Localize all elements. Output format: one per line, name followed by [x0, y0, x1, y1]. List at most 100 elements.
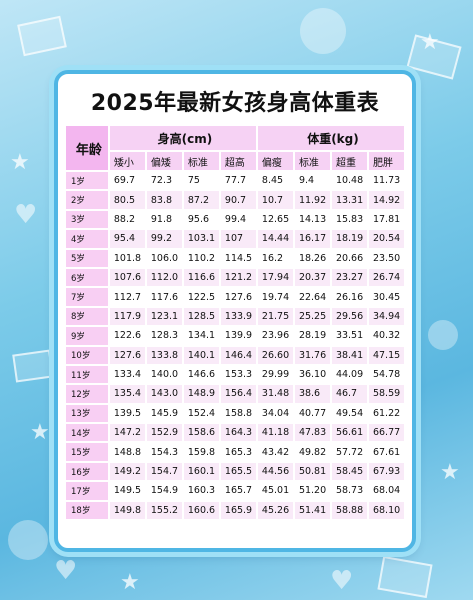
weight-cell: 49.54 — [331, 404, 367, 423]
weight-cell: 12.65 — [257, 210, 293, 229]
weight-cell: 15.83 — [331, 210, 367, 229]
height-cell: 91.8 — [146, 210, 182, 229]
weight-cell: 11.73 — [368, 172, 404, 190]
height-cell: 156.4 — [220, 385, 256, 403]
height-cell: 117.9 — [109, 307, 145, 326]
age-cell: 4岁 — [66, 230, 108, 248]
height-cell: 160.3 — [183, 482, 219, 500]
weight-cell: 10.7 — [257, 191, 293, 209]
weight-cell: 34.94 — [368, 307, 404, 326]
weight-cell: 26.74 — [368, 268, 404, 287]
table-row: 12岁 135.4 143.0 148.9 156.4 31.48 38.6 46.7 58.5… — [66, 385, 404, 403]
height-cell: 153.3 — [220, 365, 256, 384]
age-cell: 10岁 — [66, 346, 108, 364]
age-cell: 6岁 — [66, 268, 108, 287]
height-cell: 145.9 — [146, 404, 182, 423]
height-cell: 75 — [183, 172, 219, 190]
height-cell: 134.1 — [183, 327, 219, 345]
star-icon: ★ — [120, 570, 140, 595]
height-cell: 114.5 — [220, 249, 256, 267]
height-cell: 149.8 — [109, 501, 145, 520]
weight-cell: 31.48 — [257, 385, 293, 403]
weight-col-header: 超重 — [331, 152, 367, 170]
weight-cell: 26.16 — [331, 288, 367, 306]
height-cell: 133.8 — [146, 346, 182, 364]
height-cell: 143.0 — [146, 385, 182, 403]
weight-cell: 41.18 — [257, 424, 293, 442]
age-cell: 7岁 — [66, 288, 108, 306]
table-row: 18岁 149.8 155.2 160.6 165.9 45.26 51.41 58.88 68… — [66, 501, 404, 520]
weight-cell: 68.10 — [368, 501, 404, 520]
bubble-decoration — [8, 520, 48, 560]
weight-cell: 58.59 — [368, 385, 404, 403]
weight-cell: 40.77 — [294, 404, 330, 423]
weight-cell: 51.41 — [294, 501, 330, 520]
weight-cell: 29.56 — [331, 307, 367, 326]
weight-cell: 31.76 — [294, 346, 330, 364]
height-cell: 164.3 — [220, 424, 256, 442]
height-cell: 90.7 — [220, 191, 256, 209]
height-cell: 149.2 — [109, 462, 145, 481]
page-title: 2025年最新女孩身高体重表 — [90, 91, 380, 116]
weight-cell: 23.27 — [331, 268, 367, 287]
height-cell: 146.6 — [183, 365, 219, 384]
height-cell: 127.6 — [220, 288, 256, 306]
weight-cell: 61.22 — [368, 404, 404, 423]
height-cell: 116.6 — [183, 268, 219, 287]
weight-cell: 29.99 — [257, 365, 293, 384]
height-cell: 133.4 — [109, 365, 145, 384]
weight-cell: 38.6 — [294, 385, 330, 403]
weight-cell: 20.66 — [331, 249, 367, 267]
height-cell: 160.1 — [183, 462, 219, 481]
age-cell: 18岁 — [66, 501, 108, 520]
weight-cell: 40.32 — [368, 327, 404, 345]
height-cell: 121.2 — [220, 268, 256, 287]
height-cell: 140.0 — [146, 365, 182, 384]
age-cell: 17岁 — [66, 482, 108, 500]
height-cell: 147.2 — [109, 424, 145, 442]
weight-cell: 26.60 — [257, 346, 293, 364]
table-row: 13岁 139.5 145.9 152.4 158.8 34.04 40.77 49.54 61… — [66, 404, 404, 423]
weight-cell: 56.61 — [331, 424, 367, 442]
height-cell: 127.6 — [109, 346, 145, 364]
weight-cell: 33.51 — [331, 327, 367, 345]
weight-cell: 19.74 — [257, 288, 293, 306]
star-icon: ★ — [30, 420, 50, 445]
height-cell: 123.1 — [146, 307, 182, 326]
height-cell: 87.2 — [183, 191, 219, 209]
star-icon: ★ — [440, 460, 460, 485]
heart-icon: ♥ — [54, 556, 78, 586]
table-row: 10岁 127.6 133.8 140.1 146.4 26.60 31.76 38.41 47… — [66, 346, 404, 364]
height-cell: 154.7 — [146, 462, 182, 481]
weight-cell: 8.45 — [257, 172, 293, 190]
height-cell: 80.5 — [109, 191, 145, 209]
weight-cell: 36.10 — [294, 365, 330, 384]
height-cell: 165.3 — [220, 443, 256, 461]
age-cell: 11岁 — [66, 365, 108, 384]
table-row: 17岁 149.5 154.9 160.3 165.7 45.01 51.20 58.73 68… — [66, 482, 404, 500]
table-subheader-row: 矮小 偏矮 标准 超高 偏瘦 标准 超重 肥胖 — [66, 152, 404, 170]
table-row: 4岁 95.4 99.2 103.1 107 14.44 16.17 18.19 20.54 — [66, 230, 404, 248]
chart-card: 2025年最新女孩身高体重表 年龄 身高(cm) 体重(kg) 矮小 偏矮 标准… — [54, 70, 416, 552]
weight-cell: 20.54 — [368, 230, 404, 248]
weight-cell: 14.13 — [294, 210, 330, 229]
weight-cell: 44.09 — [331, 365, 367, 384]
age-cell: 5岁 — [66, 249, 108, 267]
height-cell: 122.6 — [109, 327, 145, 345]
height-col-header: 偏矮 — [146, 152, 182, 170]
height-cell: 107.6 — [109, 268, 145, 287]
star-icon: ★ — [10, 150, 30, 175]
age-cell: 14岁 — [66, 424, 108, 442]
weight-cell: 22.64 — [294, 288, 330, 306]
weight-col-header: 标准 — [294, 152, 330, 170]
height-cell: 99.2 — [146, 230, 182, 248]
table-row: 2岁 80.5 83.8 87.2 90.7 10.7 11.92 13.31 14.92 — [66, 191, 404, 209]
height-cell: 148.9 — [183, 385, 219, 403]
height-cell: 154.9 — [146, 482, 182, 500]
height-cell: 107 — [220, 230, 256, 248]
height-cell: 154.3 — [146, 443, 182, 461]
height-cell: 146.4 — [220, 346, 256, 364]
weight-cell: 14.44 — [257, 230, 293, 248]
weight-group-header: 体重(kg) — [257, 126, 404, 150]
weight-cell: 18.19 — [331, 230, 367, 248]
